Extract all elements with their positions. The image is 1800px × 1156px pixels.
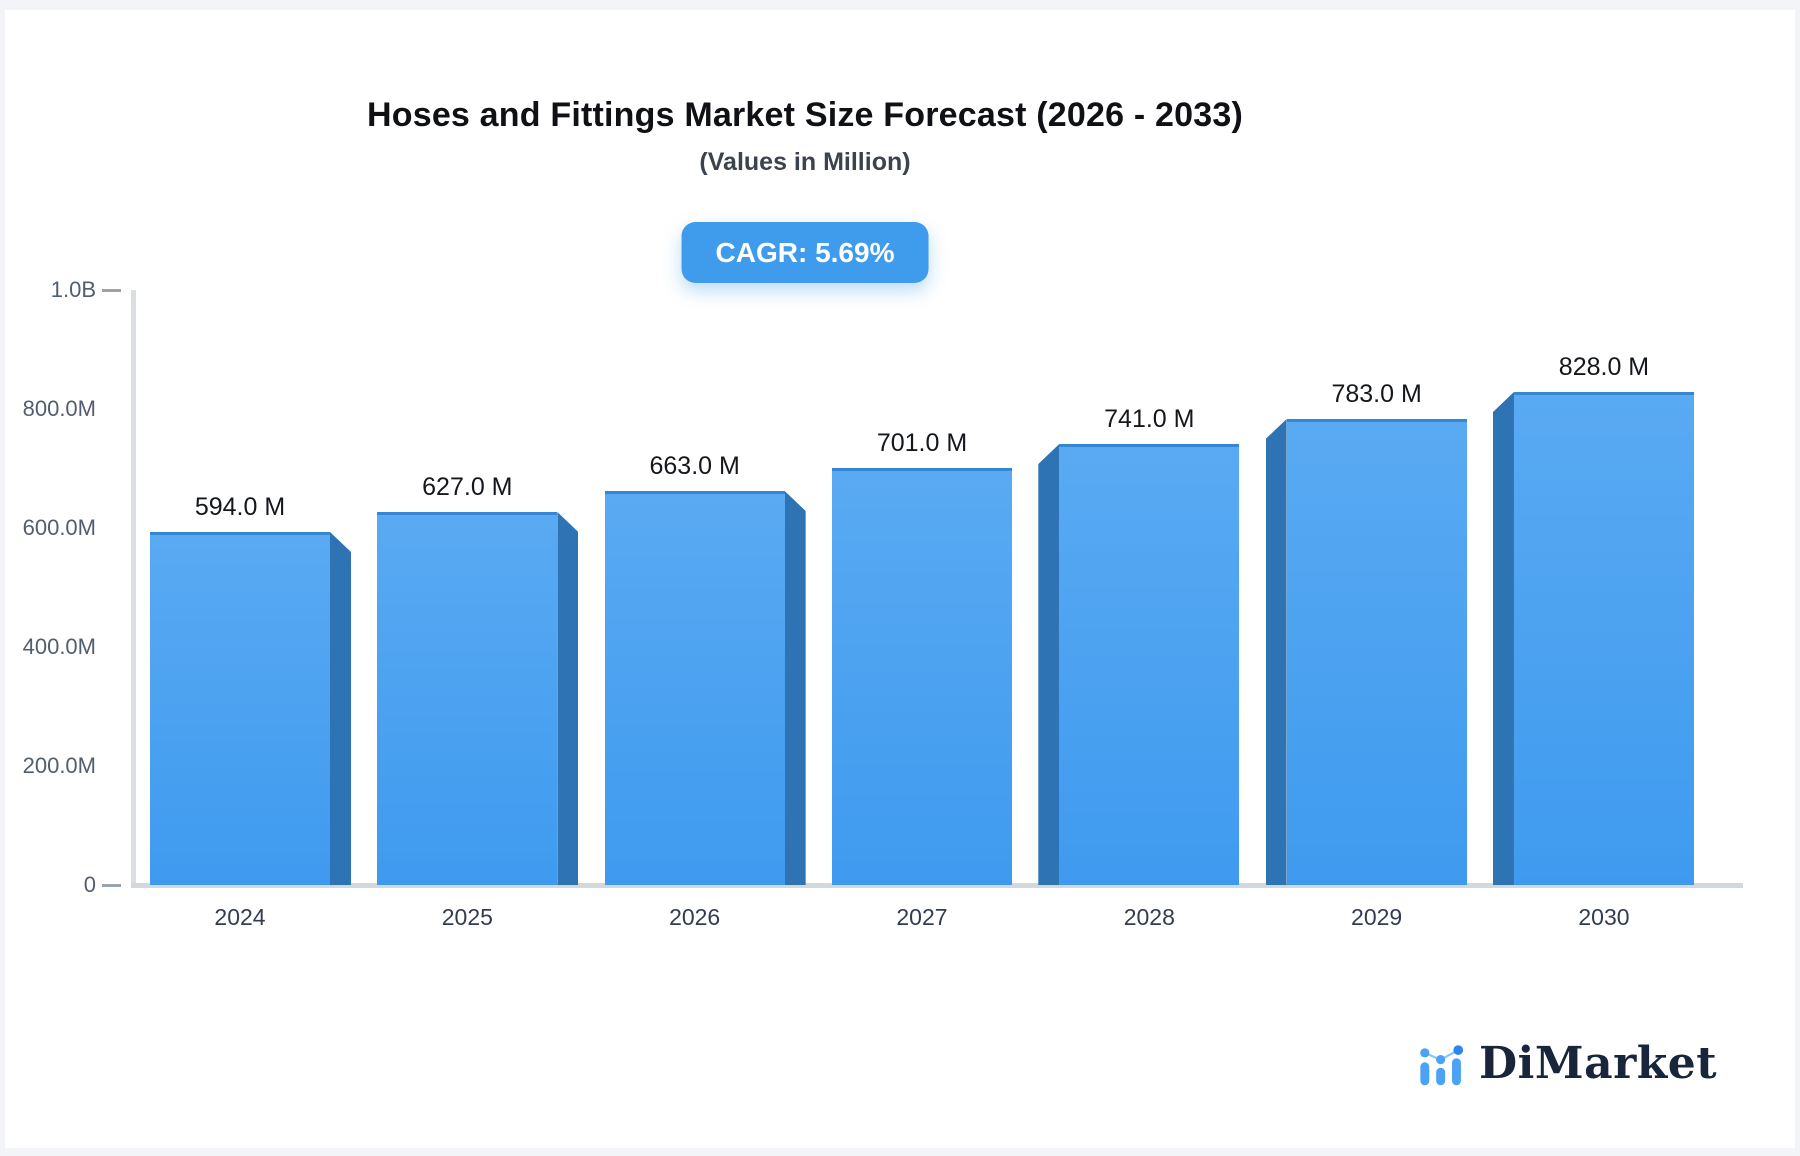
bar-3d-side-2029: [1265, 419, 1287, 885]
bar-3d-side-2024: [330, 532, 351, 885]
y-axis-label-800.0M: 800.0M: [22, 396, 96, 421]
bar-value-label-2028: 741.0 M: [1104, 405, 1195, 433]
y-axis-tick-0: [102, 884, 121, 887]
x-axis-label-2024: 2024: [214, 904, 266, 930]
y-axis-label-0: 0: [83, 872, 96, 897]
bar-2029[interactable]: [1286, 419, 1467, 885]
chart-title: Hoses and Fittings Market Size Forecast …: [366, 96, 1244, 134]
bar-2030[interactable]: [1513, 392, 1694, 885]
chart-subtitle: (Values in Million): [699, 148, 911, 176]
bar-2027[interactable]: [831, 468, 1012, 885]
cagr-badge: CAGR: 5.69%: [681, 222, 929, 283]
x-axis-label-2029: 2029: [1351, 904, 1403, 930]
dimarket-logo: DiMarket: [1419, 1038, 1717, 1090]
x-axis-label-2030: 2030: [1578, 904, 1630, 930]
x-axis-label-2026: 2026: [669, 904, 721, 930]
bar-3d-side-2026: [784, 491, 806, 885]
y-axis-line: [131, 290, 136, 885]
bar-3d-side-2025: [557, 512, 579, 885]
bar-2026[interactable]: [604, 491, 785, 885]
bar-3d-side-2028: [1038, 444, 1060, 885]
bar-chart-logo-icon: [1420, 1045, 1464, 1086]
bar-2028[interactable]: [1059, 444, 1240, 885]
y-axis-label-600.0M: 600.0M: [22, 515, 96, 540]
logo-wordmark: DiMarket: [1479, 1038, 1718, 1089]
bar-value-label-2029: 783.0 M: [1331, 380, 1422, 408]
bar-value-label-2025: 627.0 M: [422, 473, 513, 501]
bar-2024[interactable]: [150, 532, 330, 885]
bar-value-label-2027: 701.0 M: [876, 429, 968, 457]
x-axis-label-2028: 2028: [1123, 904, 1175, 930]
x-axis-label-2025: 2025: [441, 904, 493, 930]
bar-value-label-2024: 594.0 M: [194, 493, 286, 521]
x-axis-label-2027: 2027: [896, 904, 948, 930]
y-axis-label-400.0M: 400.0M: [22, 634, 96, 659]
bar-value-label-2030: 828.0 M: [1558, 353, 1650, 381]
x-axis-baseline: [131, 883, 1743, 888]
bar-3d-side-2030: [1492, 392, 1514, 885]
y-axis-label-200.0M: 200.0M: [22, 753, 96, 778]
bar-2025[interactable]: [377, 512, 558, 885]
y-axis-label-1.0B: 1.0B: [50, 277, 96, 302]
y-axis-tick-1.0B: [102, 289, 121, 292]
bar-value-label-2026: 663.0 M: [649, 452, 740, 480]
